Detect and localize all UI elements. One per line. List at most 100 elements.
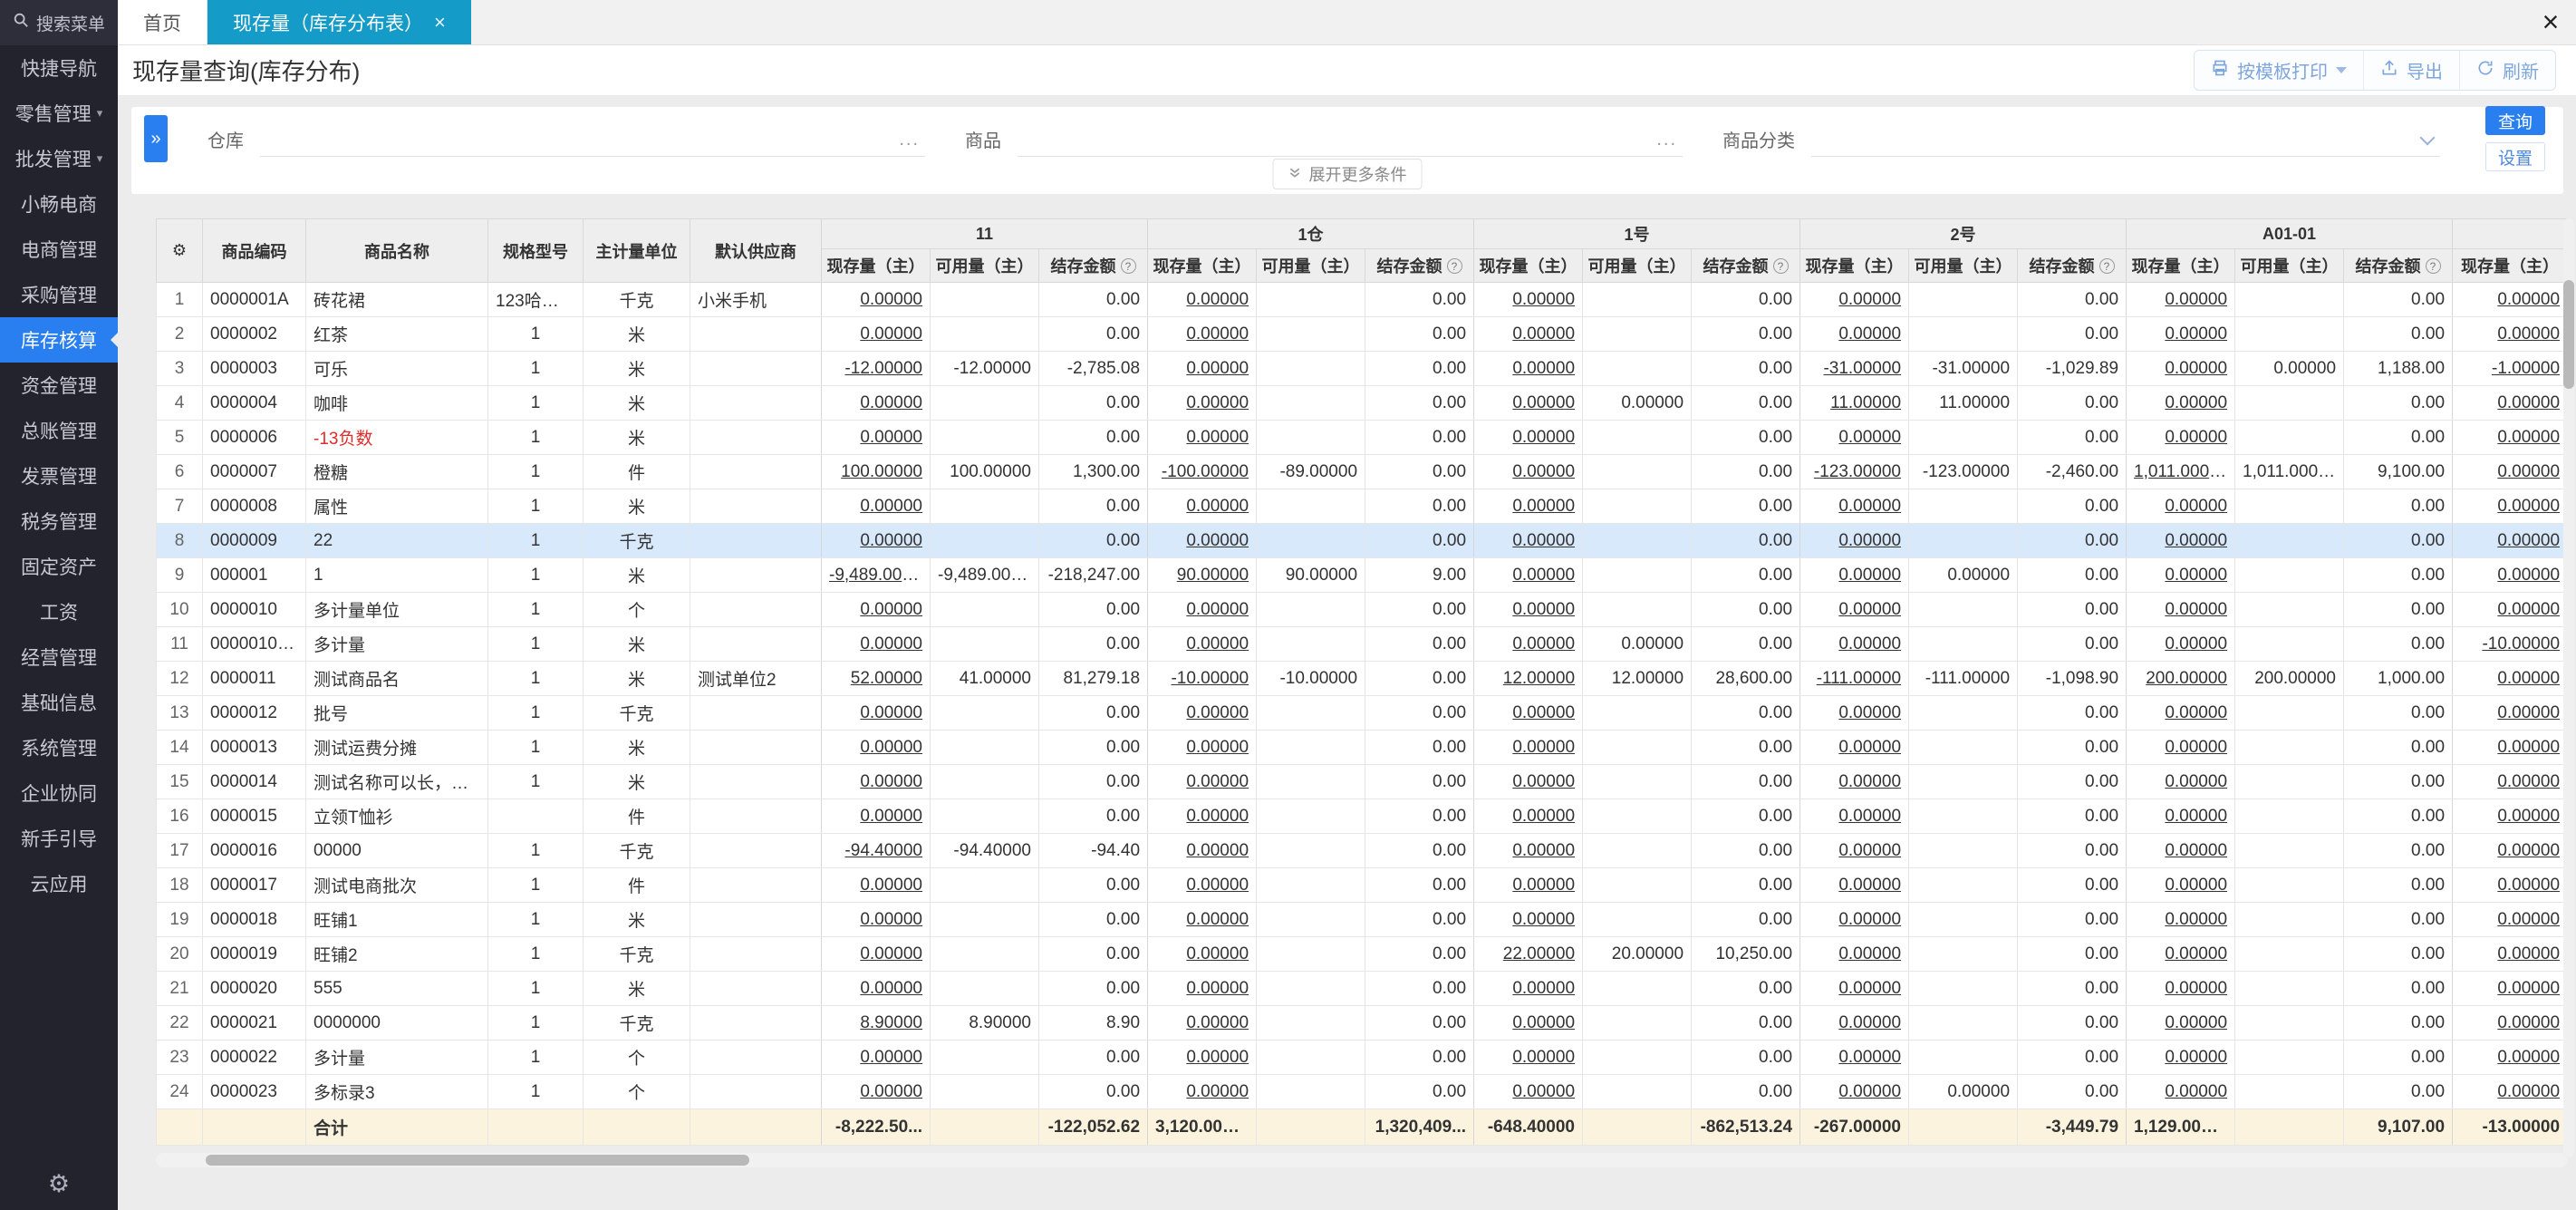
- grid-settings-gear-icon[interactable]: ⚙: [156, 218, 203, 283]
- vertical-scrollbar-thumb[interactable]: [2563, 280, 2574, 389]
- collapse-filter-button[interactable]: »: [144, 115, 168, 162]
- quantity-link[interactable]: 0.00000: [1147, 936, 1258, 972]
- quantity-link[interactable]: -111.00000: [1799, 661, 1910, 696]
- quantity-link[interactable]: 0.00000: [1473, 1074, 1584, 1109]
- sidebar-settings-gear-icon[interactable]: ⚙: [47, 1169, 71, 1197]
- quantity-link[interactable]: 0.00000: [2126, 867, 2236, 903]
- quantity-link[interactable]: 0.00000: [2126, 1074, 2236, 1109]
- quantity-link[interactable]: 0.00000: [1799, 730, 1910, 765]
- quantity-link[interactable]: 0.00000: [1473, 902, 1584, 937]
- table-row[interactable]: 16 0000015 立领T恤衫件 0.00000 0.00 0.00000 0.00 0.0…: [156, 799, 2569, 834]
- sidebar-item[interactable]: 总账管理: [0, 408, 118, 453]
- quantity-link[interactable]: 0.00000: [1473, 489, 1584, 524]
- quantity-link[interactable]: 0.00000: [1799, 833, 1910, 868]
- quantity-link[interactable]: 0.00000: [2452, 316, 2569, 352]
- column-header[interactable]: 现存量（主）: [821, 248, 931, 283]
- sidebar-item[interactable]: 批发管理 ▾: [0, 136, 118, 181]
- export-button[interactable]: 导出: [2363, 51, 2459, 90]
- info-icon[interactable]: ?: [1120, 258, 1136, 274]
- quantity-link[interactable]: 0.00000: [1473, 282, 1584, 317]
- quantity-link[interactable]: 0.00000: [2126, 351, 2236, 386]
- quantity-link[interactable]: 0.00000: [1799, 592, 1910, 627]
- quantity-link[interactable]: 0.00000: [1799, 489, 1910, 524]
- column-header[interactable]: 可用量（主）: [2234, 248, 2345, 283]
- quantity-link[interactable]: 0.00000: [1799, 1005, 1910, 1041]
- quantity-link[interactable]: 0.00000: [2126, 902, 2236, 937]
- table-row[interactable]: 14 0000013 测试运费分摊 1 米 0.00000 0.00 0.00000 0.00 0…: [156, 730, 2569, 765]
- quantity-link[interactable]: 0.00000: [1473, 316, 1584, 352]
- quantity-link[interactable]: -1.00000: [2452, 351, 2569, 386]
- quantity-link[interactable]: 0.00000: [2126, 592, 2236, 627]
- table-row[interactable]: 13 0000012 批号 1 千克 0.00000 0.00 0.00000 0.00 0.00…: [156, 695, 2569, 731]
- quantity-link[interactable]: 0.00000: [821, 282, 931, 317]
- table-row[interactable]: 2 0000002 红茶 1 米 0.00000 0.00 0.00000 0.00 0.0000…: [156, 316, 2569, 352]
- quantity-link[interactable]: 0.00000: [1147, 1005, 1258, 1041]
- sidebar-item[interactable]: 税务管理: [0, 499, 118, 544]
- product-input[interactable]: [1018, 124, 1683, 156]
- column-header[interactable]: 现存量（主）: [1799, 248, 1910, 283]
- column-header[interactable]: 可用量（主）: [1256, 248, 1366, 283]
- quantity-link[interactable]: 0.00000: [821, 730, 931, 765]
- quantity-link[interactable]: 0.00000: [2126, 1005, 2236, 1041]
- sidebar-item[interactable]: 固定资产: [0, 544, 118, 589]
- column-header[interactable]: 主计量单位: [583, 218, 690, 283]
- sidebar-item[interactable]: 系统管理: [0, 725, 118, 770]
- refresh-button[interactable]: 刷新: [2459, 51, 2555, 90]
- quantity-link[interactable]: 0.00000: [2452, 730, 2569, 765]
- quantity-link[interactable]: 0.00000: [2452, 971, 2569, 1006]
- quantity-link[interactable]: 0.00000: [2126, 936, 2236, 972]
- quantity-link[interactable]: 0.00000: [2126, 523, 2236, 558]
- quantity-link[interactable]: 0.00000: [1473, 557, 1584, 593]
- tab-home[interactable]: 首页: [118, 0, 207, 44]
- quantity-link[interactable]: 0.00000: [2452, 592, 2569, 627]
- horizontal-scrollbar[interactable]: [156, 1153, 2567, 1167]
- quantity-link[interactable]: 0.00000: [1473, 730, 1584, 765]
- quantity-link[interactable]: 0.00000: [821, 420, 931, 455]
- quantity-link[interactable]: 8.90000: [821, 1005, 931, 1041]
- quantity-link[interactable]: 0.00000: [2452, 420, 2569, 455]
- quantity-link[interactable]: 0.00000: [2452, 833, 2569, 868]
- sidebar-item[interactable]: 库存核算: [0, 317, 118, 363]
- quantity-link[interactable]: 0.00000: [821, 867, 931, 903]
- quantity-link[interactable]: 0.00000: [1799, 626, 1910, 662]
- table-row[interactable]: 8 0000009 22 1 千克 0.00000 0.00 0.00000 0.00 0.000…: [156, 523, 2569, 558]
- quantity-link[interactable]: 0.00000: [821, 902, 931, 937]
- expand-more-conditions-button[interactable]: 展开更多条件: [1272, 159, 1423, 189]
- quantity-link[interactable]: 0.00000: [1473, 799, 1584, 834]
- column-header[interactable]: 结存金额?: [1365, 248, 1475, 283]
- quantity-link[interactable]: 0.00000: [1147, 1040, 1258, 1075]
- sidebar-item[interactable]: 经营管理: [0, 634, 118, 680]
- quantity-link[interactable]: 0.00000: [2126, 730, 2236, 765]
- quantity-link[interactable]: 90.00000: [1147, 557, 1258, 593]
- quantity-link[interactable]: 0.00000: [1473, 523, 1584, 558]
- tab-current-stock[interactable]: 现存量（库存分布表） ×: [207, 0, 471, 44]
- sidebar-item[interactable]: 基础信息: [0, 680, 118, 725]
- quantity-link[interactable]: 12.00000: [1473, 661, 1584, 696]
- quantity-link[interactable]: 0.00000: [2452, 936, 2569, 972]
- quantity-link[interactable]: 0.00000: [2126, 971, 2236, 1006]
- quantity-link[interactable]: 0.00000: [2452, 1040, 2569, 1075]
- quantity-link[interactable]: -100.00000: [1147, 454, 1258, 489]
- quantity-link[interactable]: 100.00000: [821, 454, 931, 489]
- product-picker[interactable]: ...: [1656, 130, 1677, 150]
- sidebar-search[interactable]: 搜索菜单: [0, 0, 118, 45]
- table-row[interactable]: 23 0000022 多计量 1 个 0.00000 0.00 0.00000 0.00 0.00…: [156, 1040, 2569, 1075]
- table-row[interactable]: 24 0000023 多标录3 1 个 0.00000 0.00 0.00000 0.00 0.0…: [156, 1074, 2569, 1109]
- quantity-link[interactable]: 0.00000: [1799, 695, 1910, 731]
- column-header[interactable]: 可用量（主）: [1582, 248, 1693, 283]
- quantity-link[interactable]: 0.00000: [2452, 385, 2569, 421]
- info-icon[interactable]: ?: [2098, 258, 2115, 274]
- quantity-link[interactable]: 0.00000: [1473, 695, 1584, 731]
- table-row[interactable]: 150000014测试名称可以长，然后数...1米0.000000.000.00…: [156, 764, 2569, 799]
- quantity-link[interactable]: 0.00000: [2126, 833, 2236, 868]
- quantity-link[interactable]: 0.00000: [1147, 523, 1258, 558]
- quantity-link[interactable]: 0.00000: [821, 592, 931, 627]
- sidebar-item[interactable]: 工资: [0, 589, 118, 634]
- sidebar-item[interactable]: 资金管理: [0, 363, 118, 408]
- info-icon[interactable]: ?: [1772, 258, 1789, 274]
- quantity-link[interactable]: 0.00000: [1799, 420, 1910, 455]
- column-header[interactable]: 现存量（主）: [2452, 248, 2569, 283]
- tab-close-icon[interactable]: ×: [434, 10, 446, 34]
- quantity-link[interactable]: 0.00000: [1799, 523, 1910, 558]
- quantity-link[interactable]: 0.00000: [1147, 351, 1258, 386]
